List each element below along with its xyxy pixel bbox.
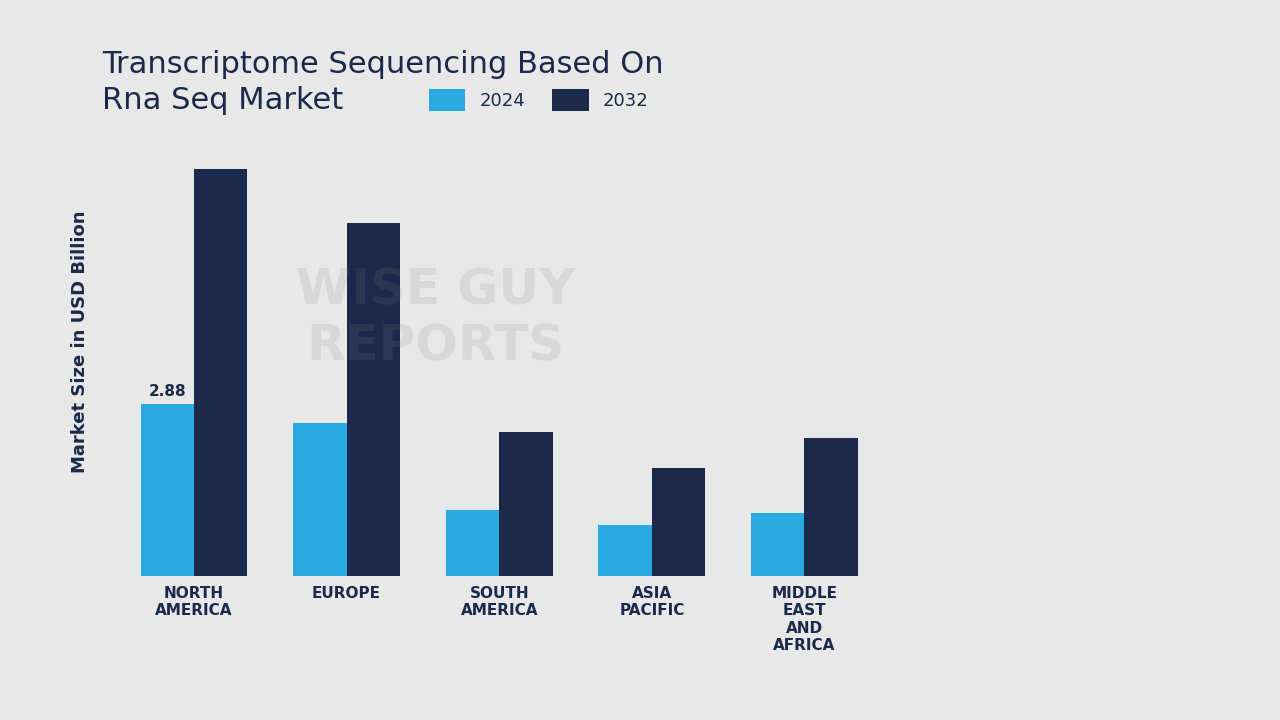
Bar — [751, 513, 804, 576]
Bar — [499, 433, 553, 576]
Bar — [599, 525, 652, 576]
Bar — [293, 423, 347, 576]
Legend: 2024, 2032: 2024, 2032 — [420, 80, 658, 120]
Text: WISE GUY
REPORTS: WISE GUY REPORTS — [296, 267, 575, 370]
Bar — [141, 404, 195, 576]
Bar — [195, 169, 247, 576]
Bar — [445, 510, 499, 576]
Bar — [804, 438, 858, 576]
Bar — [652, 468, 705, 576]
Y-axis label: Market Size in USD Billion: Market Size in USD Billion — [70, 211, 88, 473]
Text: Transcriptome Sequencing Based On
Rna Seq Market: Transcriptome Sequencing Based On Rna Se… — [102, 50, 664, 115]
Text: 2.88: 2.88 — [148, 384, 186, 399]
Bar — [347, 223, 399, 576]
